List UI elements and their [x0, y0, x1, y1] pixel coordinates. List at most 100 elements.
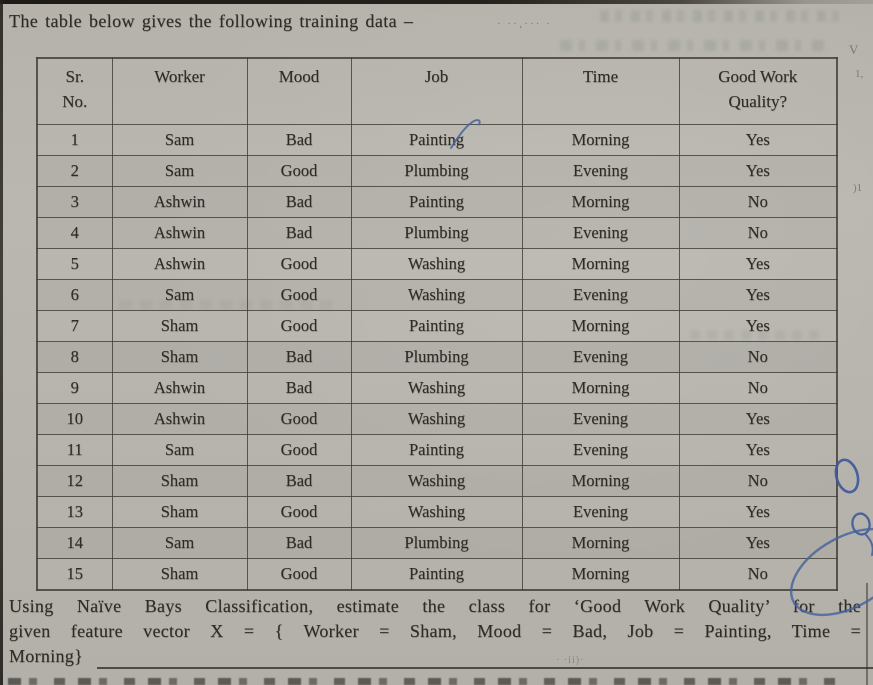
table-header-row: Sr. No. Worker Mood Job Time Good Work Q… [36, 57, 838, 125]
table-row: 7 Sham Good Painting Morning Yes [36, 310, 838, 342]
table-cell: Sam [111, 155, 248, 187]
table-cell: 14 [36, 527, 113, 559]
scan-smudge-marks: · ·ii)· [556, 655, 585, 666]
table-cell: Sam [111, 124, 248, 156]
table-cell: Ashwin [111, 248, 248, 280]
table-cell: Morning [521, 527, 680, 559]
header-mood: Mood [246, 57, 352, 125]
table-cell: Ashwin [111, 372, 248, 404]
table-cell: Evening [521, 341, 680, 373]
table-cell: Bad [246, 217, 352, 249]
table-cell: 1 [36, 124, 113, 156]
table-row: 4 Ashwin Bad Plumbing Evening No [36, 217, 838, 249]
table-row: 9 Ashwin Bad Washing Morning No [36, 372, 838, 404]
table-cell: 8 [36, 341, 113, 373]
table-row: 5 Ashwin Good Washing Morning Yes [36, 248, 838, 280]
table-cell: Bad [246, 186, 352, 218]
table-row: 8 Sham Bad Plumbing Evening No [36, 341, 838, 373]
table-cell: Sham [111, 341, 248, 373]
table-cell: Painting [350, 186, 523, 218]
table-cell: Good [246, 279, 352, 311]
table-cell: 15 [36, 558, 113, 591]
table-cell: Yes [678, 403, 838, 435]
table-row: 1 Sam Bad Painting Morning Yes [36, 124, 838, 156]
table-cell: Bad [246, 124, 352, 156]
table-cell: Evening [521, 155, 680, 187]
table-cell: Washing [350, 279, 523, 311]
table-cell: No [678, 341, 838, 373]
header-sr-no: Sr. No. [36, 57, 113, 125]
pen-small-o-mark [851, 512, 871, 536]
table-cell: Morning [521, 465, 680, 497]
table-row: 14 Sam Bad Plumbing Morning Yes [36, 527, 838, 559]
table-cell: Washing [350, 248, 523, 280]
table-cell: Good [246, 558, 352, 591]
table-cell: Morning [521, 310, 680, 342]
table-cell: Bad [246, 465, 352, 497]
page-top-edge-line [0, 0, 873, 4]
table-cell: Painting [350, 124, 523, 156]
table-cell: Plumbing [350, 527, 523, 559]
table-cell: Sham [111, 558, 248, 591]
training-data-table: Sr. No. Worker Mood Job Time Good Work Q… [36, 57, 838, 591]
cut-off-text-line [8, 678, 838, 685]
table-cell: Morning [521, 186, 680, 218]
header-time: Time [521, 57, 680, 125]
table-cell: 10 [36, 403, 113, 435]
table-cell: 11 [36, 434, 113, 466]
table-row: 12 Sham Bad Washing Morning No [36, 465, 838, 497]
table-cell: Yes [678, 279, 838, 311]
table-cell: Sam [111, 434, 248, 466]
table-cell: Ashwin [111, 186, 248, 218]
table-cell: Yes [678, 310, 838, 342]
table-cell: Evening [521, 217, 680, 249]
table-cell: Evening [521, 403, 680, 435]
table-cell: 3 [36, 186, 113, 218]
table-cell: Morning [521, 248, 680, 280]
table-body: 1 Sam Bad Painting Morning Yes 2 Sam Good Plumbin… [36, 124, 838, 591]
table-cell: Washing [350, 403, 523, 435]
table-cell: 5 [36, 248, 113, 280]
table-cell: Painting [350, 310, 523, 342]
table-cell: Sham [111, 496, 248, 528]
table-cell: Good [246, 434, 352, 466]
table-row: 2 Sam Good Plumbing Evening Yes [36, 155, 838, 187]
question-line: Morning} [9, 646, 84, 666]
table-row: 10 Ashwin Good Washing Evening Yes [36, 403, 838, 435]
table-cell: Sham [111, 465, 248, 497]
table-row: 11 Sam Good Painting Evening Yes [36, 434, 838, 466]
table-cell: Washing [350, 496, 523, 528]
header-worker: Worker [111, 57, 248, 125]
question-line: Using Naïve Bays Classification, estimat… [9, 596, 861, 616]
table-cell: Yes [678, 124, 838, 156]
table-cell: Painting [350, 558, 523, 591]
page-left-edge-line [0, 0, 3, 685]
table-cell: No [678, 372, 838, 404]
table-cell: Plumbing [350, 217, 523, 249]
table-cell: Ashwin [111, 403, 248, 435]
table-cell: Good [246, 310, 352, 342]
margin-mark: )1 [853, 182, 863, 194]
table-cell: Good [246, 496, 352, 528]
intro-text: The table below gives the following trai… [9, 11, 414, 31]
horizontal-rule [97, 667, 873, 669]
table-cell: 2 [36, 155, 113, 187]
table-cell: Bad [246, 341, 352, 373]
table-cell: Good [246, 248, 352, 280]
table-cell: No [678, 217, 838, 249]
table-cell: Bad [246, 527, 352, 559]
pen-small-o-tail [865, 534, 873, 556]
table-cell: Evening [521, 279, 680, 311]
table-row: 6 Sam Good Washing Evening Yes [36, 279, 838, 311]
table-cell: Yes [678, 155, 838, 187]
table-cell: Sham [111, 310, 248, 342]
table-cell: No [678, 465, 838, 497]
header-job: Job [350, 57, 523, 125]
margin-mark: 1, [855, 68, 864, 80]
table-cell: 13 [36, 496, 113, 528]
table-row: 3 Ashwin Bad Painting Morning No [36, 186, 838, 218]
margin-mark: V [849, 42, 859, 57]
table-row: 15 Sham Good Painting Morning No [36, 558, 838, 591]
table-cell: No [678, 186, 838, 218]
